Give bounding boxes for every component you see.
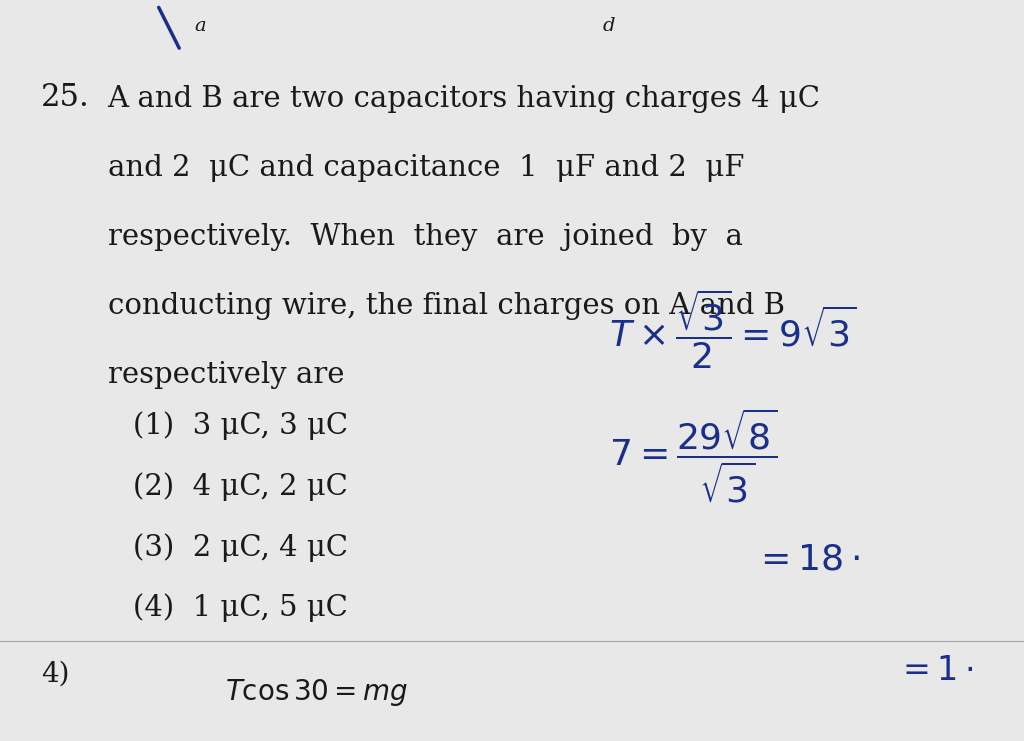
Text: a: a <box>194 17 206 35</box>
Text: (1)  3 μC, 3 μC: (1) 3 μC, 3 μC <box>133 411 348 440</box>
Text: (4)  1 μC, 5 μC: (4) 1 μC, 5 μC <box>133 594 348 622</box>
Text: respectively.  When  they  are  joined  by  a: respectively. When they are joined by a <box>108 223 742 251</box>
Text: $T \times \dfrac{\sqrt{3}}{2} = 9\sqrt{3}$: $T \times \dfrac{\sqrt{3}}{2} = 9\sqrt{3… <box>609 288 857 371</box>
Text: respectively are: respectively are <box>108 361 344 389</box>
Text: (2)  4 μC, 2 μC: (2) 4 μC, 2 μC <box>133 472 348 501</box>
Text: d: d <box>603 17 615 35</box>
Text: $= 1\cdot$: $= 1\cdot$ <box>896 654 974 687</box>
Text: 4): 4) <box>41 661 70 688</box>
Text: $= 18\cdot$: $= 18\cdot$ <box>753 542 859 576</box>
Text: (3)  2 μC, 4 μC: (3) 2 μC, 4 μC <box>133 533 348 562</box>
Text: conducting wire, the final charges on A and B: conducting wire, the final charges on A … <box>108 292 784 320</box>
Text: and 2  μC and capacitance  1  μF and 2  μF: and 2 μC and capacitance 1 μF and 2 μF <box>108 154 744 182</box>
Text: A and B are two capacitors having charges 4 μC: A and B are two capacitors having charge… <box>108 85 820 113</box>
Text: $7 = \dfrac{29\sqrt{8}}{\sqrt{3}}$: $7 = \dfrac{29\sqrt{8}}{\sqrt{3}}$ <box>609 406 778 505</box>
Text: 25.: 25. <box>41 82 90 113</box>
Text: $T\cos 30 = mg$: $T\cos 30 = mg$ <box>225 677 409 708</box>
